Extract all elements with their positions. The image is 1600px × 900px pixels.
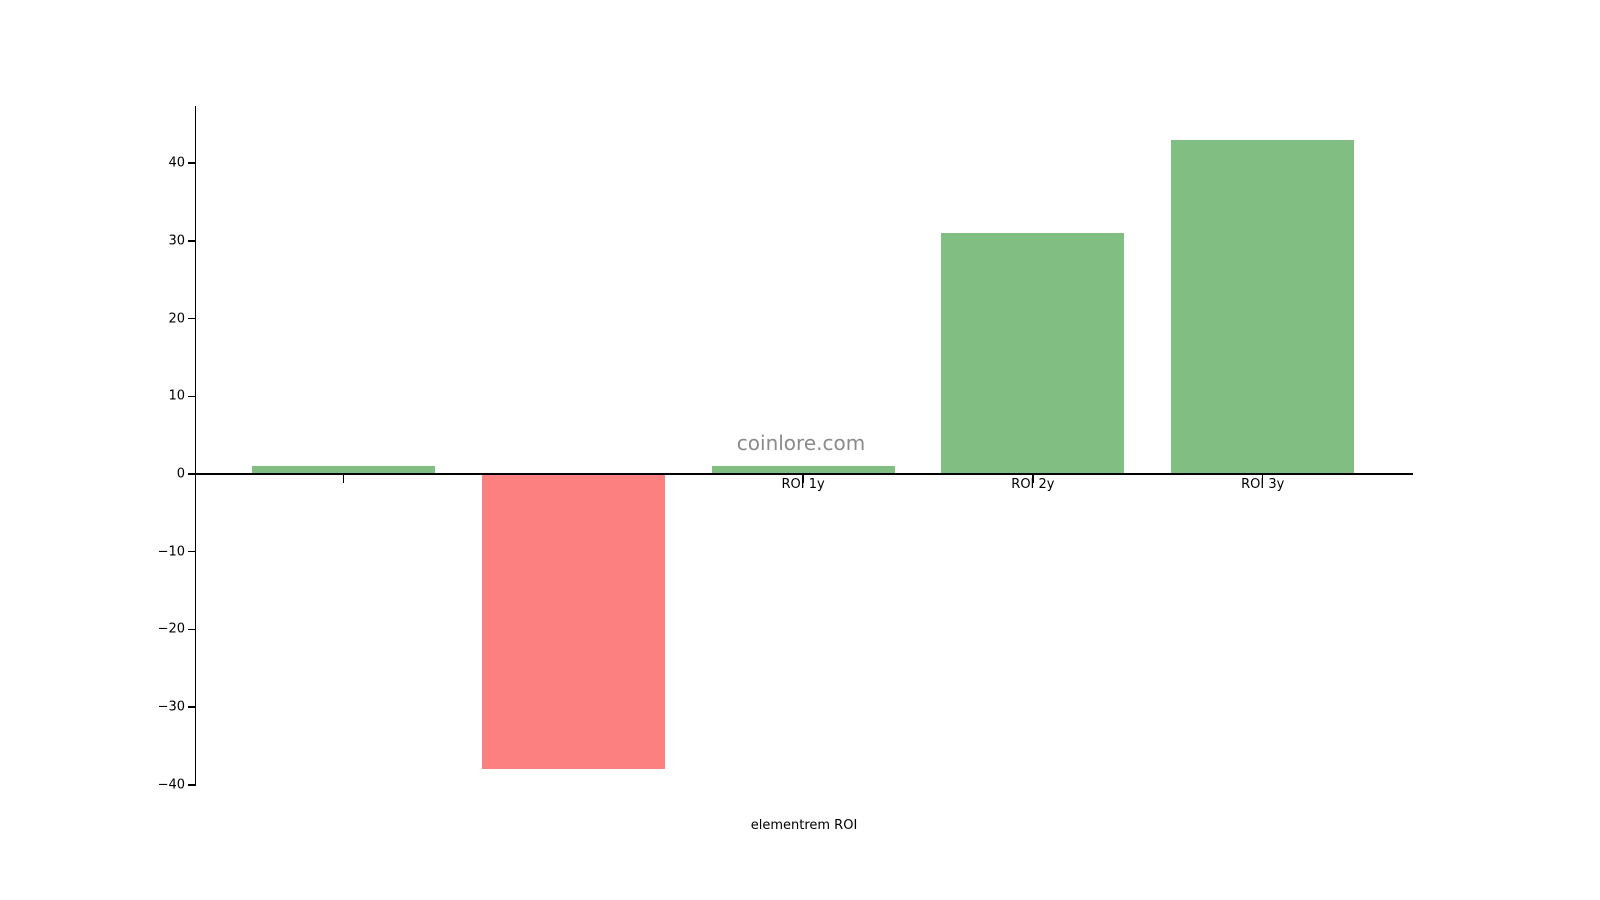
y-tick-label: 10 [168,388,185,404]
y-tick-label: −30 [157,699,185,715]
y-tick-mark [187,628,195,631]
y-tick-mark [187,317,195,320]
x-axis-title: elementrem ROI [750,818,858,833]
x-tick-label: ROI 3y [1241,477,1285,492]
y-tick-mark [187,473,195,475]
bar-roi-3y [1171,139,1355,474]
bar-category-1 [252,466,435,474]
x-tick-mark [1261,474,1264,483]
y-axis-spine [194,106,196,786]
y-tick-mark [187,550,195,553]
x-tick-label: ROI 2y [1011,477,1055,492]
x-tick-mark [342,474,345,483]
y-tick-mark [187,784,195,786]
x-axis-spine [194,473,1413,475]
y-tick-label: 20 [168,311,185,327]
y-tick-label: 0 [176,466,185,482]
x-tick-label: ROI 1y [781,477,825,492]
bar-category-2 [481,474,665,770]
y-tick-label: −40 [157,777,185,793]
bar-roi-1y [711,466,895,474]
y-tick-mark [187,162,195,164]
y-tick-mark [187,240,195,242]
x-tick-mark [802,474,804,483]
y-tick-label: −10 [157,544,185,560]
y-tick-label: 30 [168,233,185,249]
y-tick-label: 40 [168,155,185,171]
y-tick-mark [187,395,195,398]
watermark-text: coinlore.com [736,431,866,455]
y-tick-label: −20 [157,621,185,637]
y-tick-mark [187,706,195,708]
bar-roi-2y [941,233,1125,474]
x-tick-mark [1032,474,1034,483]
